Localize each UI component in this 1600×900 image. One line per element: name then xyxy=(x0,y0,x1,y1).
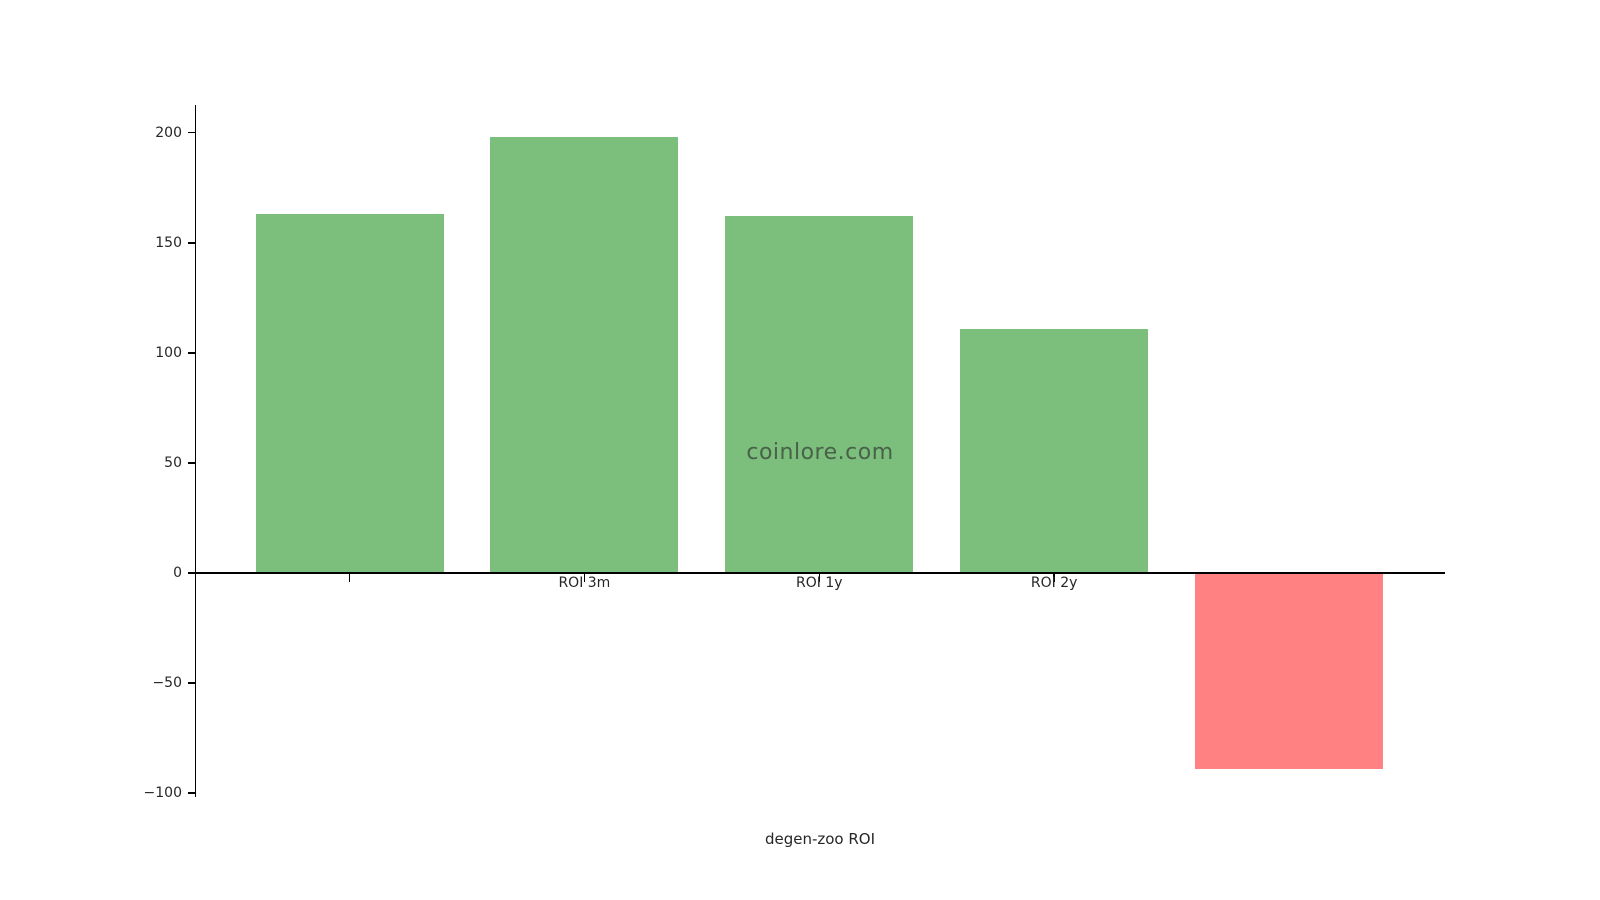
x-tick-mark xyxy=(1053,573,1055,582)
x-axis-line xyxy=(196,572,1445,574)
x-tick-label: ROI 3m xyxy=(558,575,611,591)
x-tick-label: ROI 1y xyxy=(796,575,843,591)
y-tick-mark xyxy=(187,352,195,354)
x-tick-mark xyxy=(583,573,586,582)
y-tick-label: 0 xyxy=(173,565,182,581)
bar xyxy=(725,216,914,573)
y-tick-mark xyxy=(187,131,195,134)
y-tick-label: −50 xyxy=(152,675,182,692)
y-tick-label: 150 xyxy=(155,234,182,251)
x-tick-mark xyxy=(348,573,351,582)
bar xyxy=(1195,573,1384,769)
y-tick-label: 100 xyxy=(155,344,182,361)
x-tick-label: ROI 2y xyxy=(1030,575,1078,591)
y-tick-mark xyxy=(187,242,195,244)
x-tick-mark xyxy=(818,573,821,582)
y-tick-label: −100 xyxy=(143,785,182,802)
bar xyxy=(490,137,679,573)
y-tick-label: 200 xyxy=(155,124,182,141)
y-tick-mark xyxy=(187,682,195,684)
y-tick-mark xyxy=(187,572,195,574)
bar xyxy=(255,214,444,573)
y-axis-line xyxy=(194,105,196,797)
watermark: coinlore.com xyxy=(746,440,894,465)
y-tick-mark xyxy=(187,462,195,464)
y-tick-mark xyxy=(187,792,195,794)
y-tick-label: 50 xyxy=(164,454,182,471)
x-axis-title: degen-zoo ROI xyxy=(764,830,876,848)
bar xyxy=(960,328,1149,573)
